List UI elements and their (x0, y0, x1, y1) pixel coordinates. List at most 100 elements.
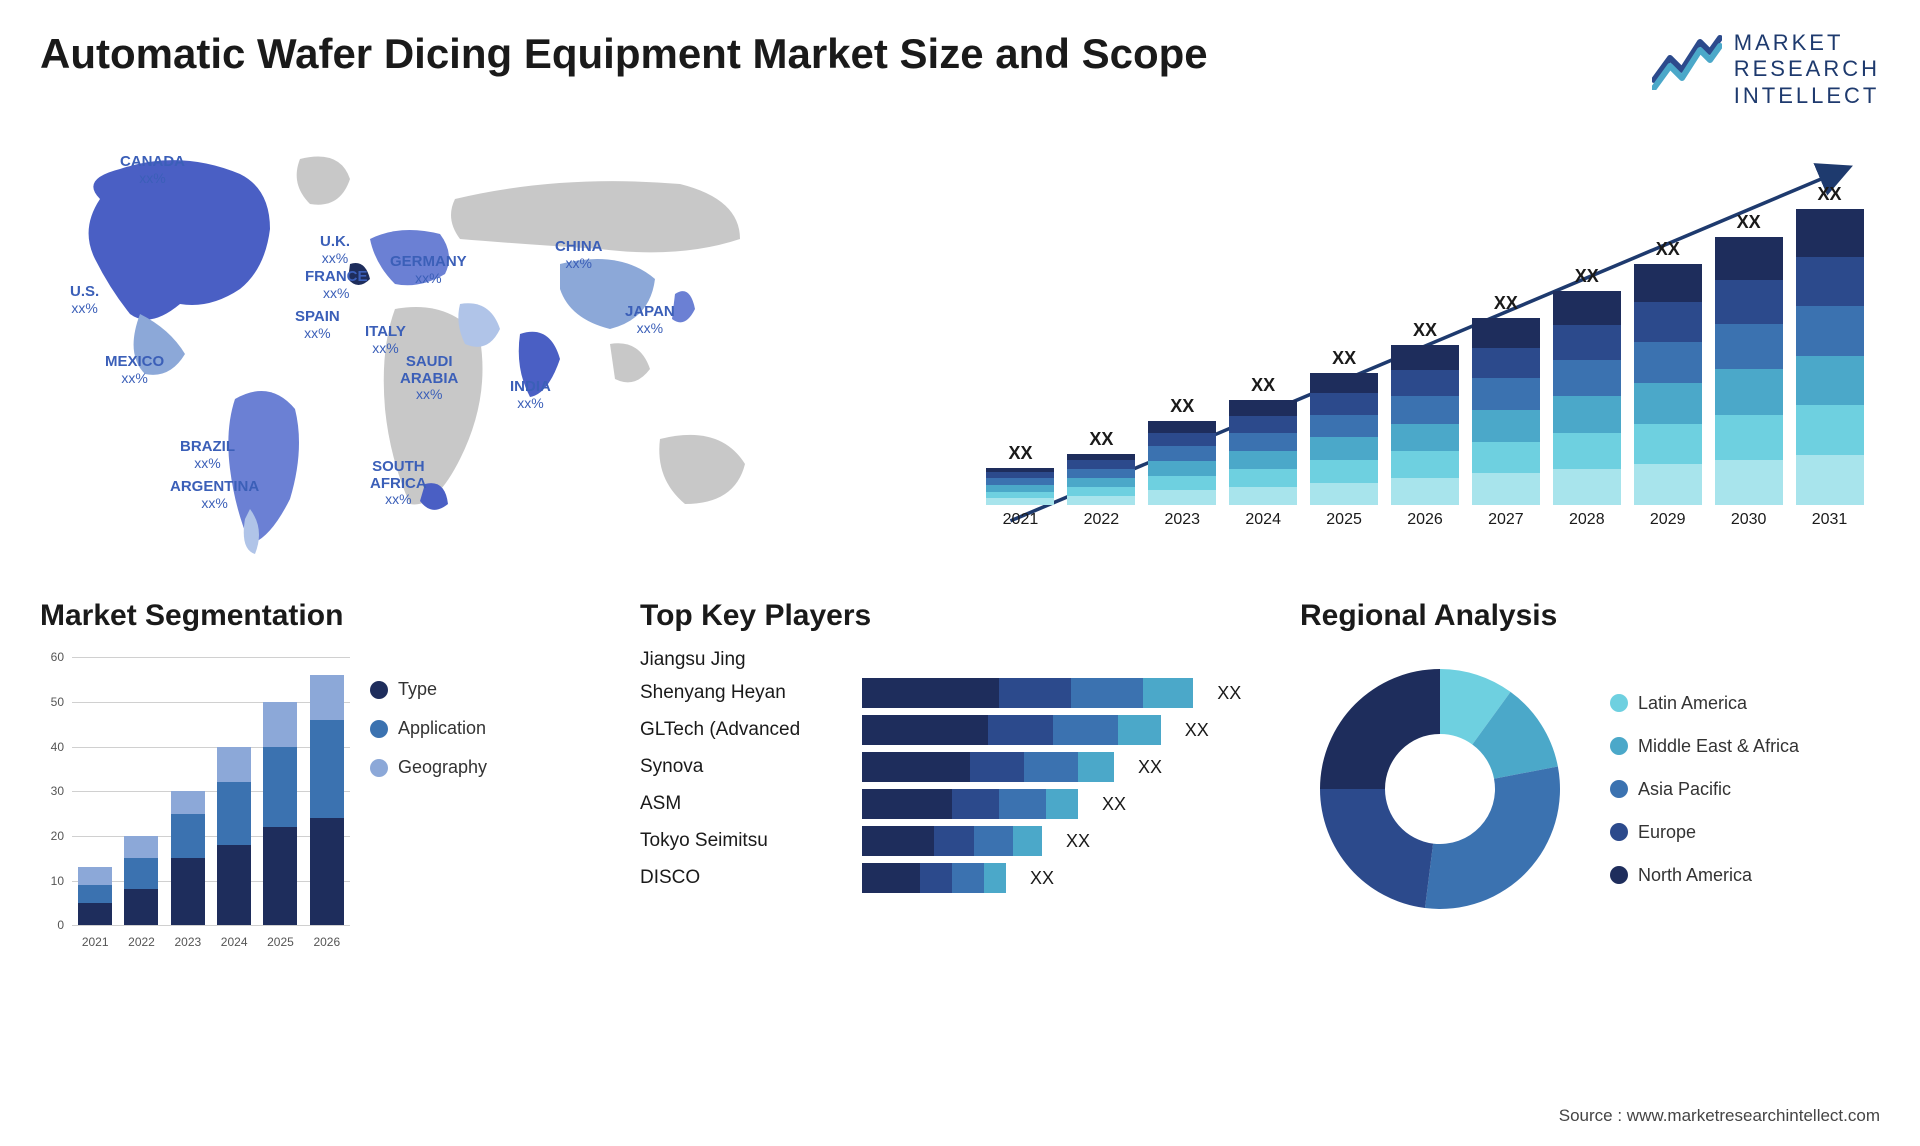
player-name: Jiangsu Jing (640, 649, 850, 671)
growth-year-label: 2024 (1245, 511, 1281, 529)
growth-value-label: XX (1332, 348, 1356, 369)
segmentation-bar (171, 791, 205, 925)
growth-bar: XX 2024 (1229, 375, 1297, 529)
map-label: U.S.xx% (70, 284, 99, 317)
growth-year-label: 2028 (1569, 511, 1605, 529)
growth-bar: XX 2025 (1310, 348, 1378, 530)
legend-item: Type (370, 679, 487, 700)
player-value: XX (1102, 794, 1126, 815)
growth-year-label: 2030 (1731, 511, 1767, 529)
growth-year-label: 2022 (1084, 511, 1120, 529)
map-label: JAPANxx% (625, 304, 675, 337)
legend-item: Latin America (1610, 693, 1799, 714)
footer-source: Source : www.marketresearchintellect.com (1559, 1106, 1880, 1126)
logo: MARKET RESEARCH INTELLECT (1652, 30, 1880, 109)
growth-bar: XX 2021 (986, 443, 1054, 529)
player-name: GLTech (Advanced (640, 719, 850, 741)
growth-year-label: 2023 (1164, 511, 1200, 529)
growth-bar: XX 2031 (1796, 184, 1864, 529)
legend-item: Asia Pacific (1610, 779, 1799, 800)
growth-year-label: 2027 (1488, 511, 1524, 529)
growth-year-label: 2031 (1812, 511, 1848, 529)
header: Automatic Wafer Dicing Equipment Market … (40, 30, 1880, 109)
map-label: U.K.xx% (320, 234, 350, 267)
legend-item: North America (1610, 865, 1799, 886)
map-label: ARGENTINAxx% (170, 479, 259, 512)
growth-bar: XX 2022 (1067, 429, 1135, 529)
player-row: SynovaXX (640, 752, 1260, 782)
player-value: XX (1217, 683, 1241, 704)
map-label: CHINAxx% (555, 239, 603, 272)
regional-panel: Regional Analysis Latin America Middle Ea… (1300, 599, 1880, 949)
growth-bar: XX 2026 (1391, 320, 1459, 529)
map-label: MEXICOxx% (105, 354, 164, 387)
player-row: Jiangsu Jing (640, 649, 1260, 671)
segmentation-bar (310, 675, 344, 925)
legend-item: Application (370, 718, 487, 739)
growth-value-label: XX (1656, 239, 1680, 260)
map-label: FRANCExx% (305, 269, 368, 302)
growth-value-label: XX (1494, 293, 1518, 314)
growth-value-label: XX (1008, 443, 1032, 464)
player-value: XX (1030, 868, 1054, 889)
map-label: SOUTHAFRICAxx% (370, 459, 427, 509)
player-row: ASM XX (640, 789, 1260, 819)
growth-value-label: XX (1413, 320, 1437, 341)
map-label: SAUDIARABIAxx% (400, 354, 458, 404)
regional-donut-chart (1300, 649, 1580, 929)
growth-value-label: XX (1089, 429, 1113, 450)
player-value: XX (1138, 757, 1162, 778)
growth-bar: XX 2023 (1148, 396, 1216, 529)
growth-bar: XX 2030 (1715, 212, 1783, 530)
growth-year-label: 2029 (1650, 511, 1686, 529)
growth-bar: XX 2029 (1634, 239, 1702, 529)
growth-value-label: XX (1818, 184, 1842, 205)
legend-item: Middle East & Africa (1610, 736, 1799, 757)
map-label: BRAZILxx% (180, 439, 235, 472)
key-players-panel: Top Key Players Jiangsu Jing Shenyang Hey… (640, 599, 1260, 949)
legend-item: Geography (370, 757, 487, 778)
player-value: XX (1066, 831, 1090, 852)
growth-value-label: XX (1170, 396, 1194, 417)
player-name: ASM (640, 793, 850, 815)
growth-value-label: XX (1575, 266, 1599, 287)
growth-year-label: 2026 (1407, 511, 1443, 529)
map-label: INDIAxx% (510, 379, 551, 412)
player-name: Shenyang Heyan (640, 682, 850, 704)
world-map-panel: CANADAxx% U.S.xx% MEXICOxx% BRAZILxx% ARGENT… (40, 129, 940, 569)
segmentation-chart: 0102030405060 202120222023202420252026 (40, 649, 350, 949)
player-row: GLTech (Advanced XX (640, 715, 1260, 745)
map-label: ITALYxx% (365, 324, 406, 357)
segmentation-bar (124, 836, 158, 925)
logo-text: MARKET RESEARCH INTELLECT (1734, 30, 1880, 109)
segmentation-title: Market Segmentation (40, 599, 600, 633)
growth-year-label: 2025 (1326, 511, 1362, 529)
player-value: XX (1185, 720, 1209, 741)
regional-title: Regional Analysis (1300, 599, 1880, 633)
donut-segment (1425, 767, 1560, 909)
logo-icon (1652, 30, 1722, 95)
growth-bar: XX 2027 (1472, 293, 1540, 529)
segmentation-bar (263, 702, 297, 925)
map-label: CANADAxx% (120, 154, 185, 187)
growth-value-label: XX (1737, 212, 1761, 233)
segmentation-bar (78, 867, 112, 925)
key-players-title: Top Key Players (640, 599, 1260, 633)
segmentation-bar (217, 747, 251, 926)
segmentation-panel: Market Segmentation 0102030405060 202120… (40, 599, 600, 949)
player-name: Tokyo Seimitsu (640, 830, 850, 852)
player-name: DISCO (640, 867, 850, 889)
donut-segment (1320, 789, 1433, 908)
growth-chart: XX 2021 XX 2022 XX 2023 XX 2024 XX 2025 XX 2026 XX 20… (970, 129, 1880, 569)
regional-legend: Latin America Middle East & Africa Asia Pa… (1610, 693, 1799, 886)
growth-bar: XX 2028 (1553, 266, 1621, 529)
donut-segment (1320, 669, 1440, 789)
map-label: GERMANYxx% (390, 254, 467, 287)
player-row: Shenyang Heyan XX (640, 678, 1260, 708)
legend-item: Europe (1610, 822, 1799, 843)
player-row: DISCO XX (640, 863, 1260, 893)
growth-year-label: 2021 (1003, 511, 1039, 529)
map-label: SPAINxx% (295, 309, 340, 342)
growth-value-label: XX (1251, 375, 1275, 396)
segmentation-legend: Type Application Geography (370, 649, 487, 949)
